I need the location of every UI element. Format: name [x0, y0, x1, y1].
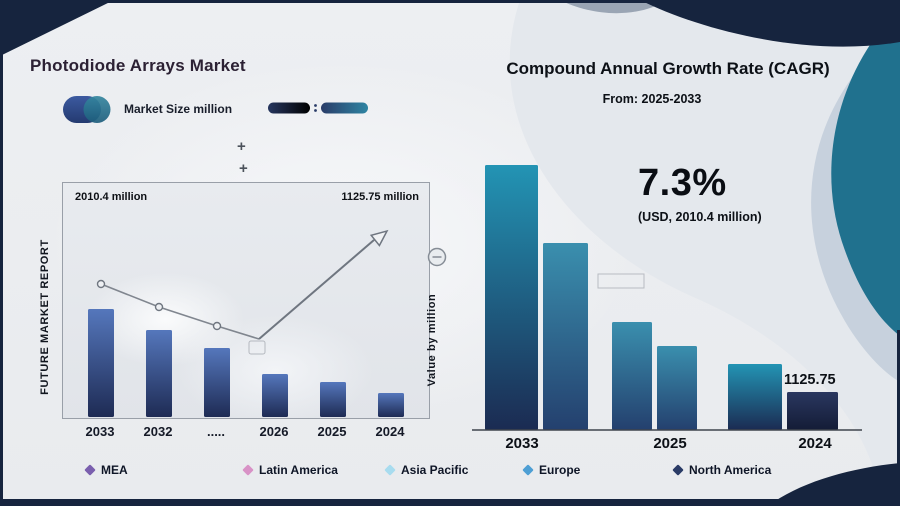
plus-mark-icon: + [239, 160, 248, 177]
legend-diamond-icon [84, 464, 96, 476]
trend-marker [154, 302, 164, 312]
legend-diamond-icon [384, 464, 396, 476]
year-tick-label: 2024 [798, 435, 832, 452]
cagr-title: Compound Annual Growth Rate (CAGR) [506, 59, 830, 78]
decorative-box [248, 340, 266, 355]
year-tick-label: ..... [206, 424, 226, 439]
decorative-box [597, 273, 645, 289]
market-size-x-axis: 2033 2032..... 2026 2025 2024 [71, 424, 419, 439]
bg-left-edge [0, 0, 3, 506]
bg-bottom-right-corner [768, 463, 900, 506]
legend-label: Asia Pacific [401, 463, 469, 477]
bg-soft-curve [509, 0, 900, 506]
value-2024-label: 1125.75 [784, 372, 836, 388]
bg-gray-wedge [560, 0, 668, 14]
cagr-bar [543, 243, 588, 430]
year-tick-label: 2025 [653, 435, 687, 452]
legend-label: North America [689, 463, 772, 477]
region-legend: MEA Latin America Asia Pacific Europe North … [84, 463, 772, 477]
year-tick-label: 2025 [317, 424, 347, 439]
cagr-base-value: (USD, 2010.4 million) [638, 210, 762, 224]
left-chart-title: Photodiode Arrays Market [30, 56, 246, 75]
legend-item: Latin America [242, 463, 386, 477]
legend-diamond-icon [672, 464, 684, 476]
bg-right-edge [897, 330, 900, 506]
bg-top-edge [0, 0, 900, 3]
start-value-label: 2010.4 million [75, 191, 148, 203]
cagr-bar [485, 165, 538, 430]
cagr-x-axis: 2033 2025 2024 [470, 435, 870, 457]
year-tick-label: 2033 [505, 435, 539, 452]
year-tick-label: 2033 [85, 424, 115, 439]
market-size-legend-label: Market Size million [124, 102, 233, 116]
bg-top-left-triangle [0, 0, 114, 56]
market-size-legend: Market Size million [62, 93, 232, 125]
market-size-bar [262, 374, 288, 417]
legend-item: Asia Pacific [384, 463, 524, 477]
legend-diamond-icon [522, 464, 534, 476]
market-size-bar [88, 309, 114, 417]
cagr-bar [612, 322, 652, 430]
cagr-bar [728, 364, 782, 430]
market-size-chart: 2010.4 million 1125.75 million [62, 182, 430, 419]
value-by-million-label: Value by million [426, 293, 438, 387]
market-size-bar [204, 348, 230, 417]
market-size-bar [378, 393, 404, 417]
legend-label: Latin America [259, 463, 338, 477]
legend-item: MEA [84, 463, 244, 477]
year-tick-label: 2026 [259, 424, 289, 439]
circle-minus-icon [427, 247, 447, 267]
year-tick-label: 2032 [143, 424, 173, 439]
cagr-period: From: 2025-2033 [602, 92, 702, 106]
legend-diamond-icon [242, 464, 254, 476]
year-tick-label: 2024 [375, 424, 405, 439]
market-size-bars-plot [88, 229, 404, 417]
legend-label: Europe [539, 463, 581, 477]
cagr-value: 7.3% [638, 162, 727, 204]
bg-top-right-corner [640, 0, 900, 47]
market-size-legend-icon [63, 96, 111, 123]
end-value-label: 1125.75 million [341, 191, 419, 203]
trend-marker [212, 321, 222, 331]
cagr-bar [787, 392, 838, 430]
growth-arrow-shaft [258, 239, 375, 340]
market-size-bar [146, 330, 172, 417]
future-market-report-label: FUTURE MARKET REPORT [39, 239, 51, 395]
cagr-bars-plot [472, 165, 862, 431]
bg-bottom-edge [0, 499, 900, 506]
bg-teal-swoosh [831, 8, 900, 336]
trend-line [100, 283, 260, 340]
legend-item: North America [672, 463, 772, 477]
legend-item: Europe [522, 463, 674, 477]
plus-mark-icon: + [237, 138, 246, 155]
decorative-pills [268, 102, 368, 114]
trend-marker [96, 279, 106, 289]
legend-label: MEA [101, 463, 128, 477]
cagr-bar [657, 346, 697, 430]
market-size-bar [320, 382, 346, 417]
growth-arrow-head-icon [369, 229, 389, 247]
